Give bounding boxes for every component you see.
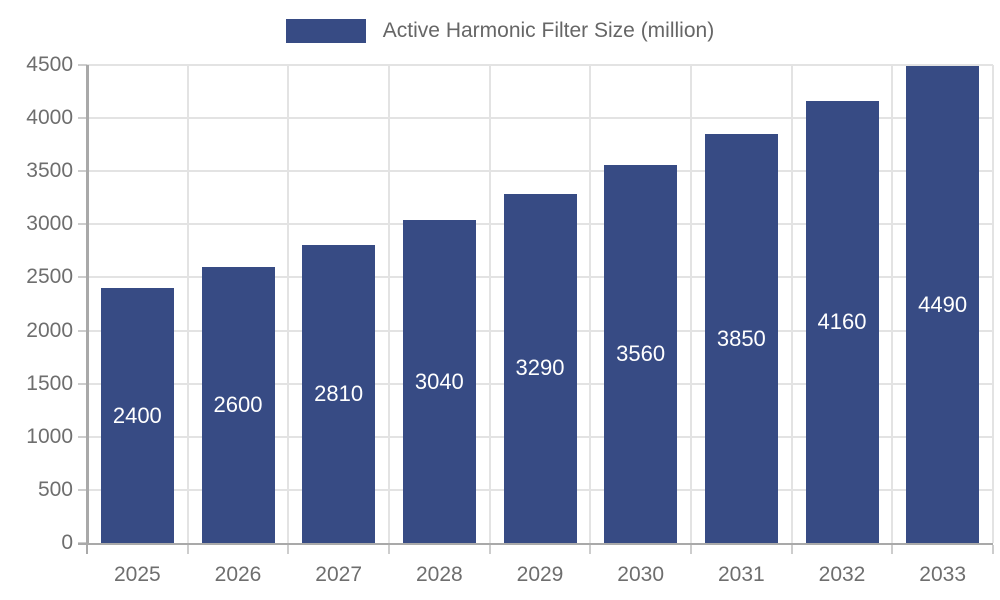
x-axis-tick (690, 545, 692, 554)
bar-value-label: 3290 (515, 355, 565, 381)
x-axis-tick (790, 545, 793, 554)
bar[interactable]: 3040 (402, 220, 476, 543)
y-axis-tick-label: 1500 (26, 371, 73, 395)
x-gridline (287, 65, 290, 543)
y-axis-tick-label: 4500 (26, 53, 73, 76)
x-axis-category-label: 2027 (315, 563, 363, 586)
bar-value-label: 3040 (414, 368, 464, 394)
y-gridline (87, 64, 993, 66)
bar[interactable]: 3560 (604, 164, 678, 543)
x-gridline (589, 65, 592, 543)
bar[interactable]: 2600 (201, 266, 275, 543)
x-axis-category-label: 2028 (415, 563, 463, 586)
bar-value-label: 2600 (213, 391, 263, 417)
y-axis-tick (78, 329, 87, 332)
x-axis-category-label: 2033 (919, 563, 967, 586)
y-gridline (87, 117, 993, 120)
x-gridline (388, 65, 390, 543)
x-axis-tick (186, 545, 189, 554)
y-gridline (87, 170, 993, 173)
y-axis-tick (78, 170, 87, 173)
y-axis-tick (78, 382, 87, 385)
x-axis-category-label: 2026 (214, 563, 262, 586)
y-axis-tick-label: 0 (61, 531, 73, 554)
x-axis-category-label: 2029 (516, 563, 564, 586)
bar[interactable]: 3850 (704, 134, 778, 543)
y-axis-tick-label: 4000 (26, 106, 73, 130)
x-gridline (488, 65, 491, 543)
y-axis-line (86, 65, 89, 545)
bar[interactable]: 2810 (302, 244, 376, 543)
y-axis-tick-label: 2500 (26, 265, 73, 289)
y-axis-tick (78, 276, 87, 279)
x-axis-tick (992, 545, 994, 554)
x-axis-tick (589, 545, 592, 554)
x-axis-category-label: 2030 (617, 563, 665, 586)
x-axis-tick (488, 545, 491, 554)
bar-value-label: 4160 (817, 309, 867, 335)
bar-value-label: 2400 (112, 402, 162, 428)
x-axis-category-label: 2025 (113, 563, 161, 586)
bar[interactable]: 3290 (503, 193, 577, 543)
x-gridline (992, 65, 994, 543)
x-axis-tick (388, 545, 390, 554)
bar-value-label: 4490 (918, 291, 968, 317)
bar-value-label: 3560 (616, 340, 666, 366)
legend-swatch (285, 19, 366, 43)
y-axis-tick-label: 500 (37, 477, 73, 501)
y-axis-tick (78, 435, 87, 438)
bar-value-label: 3850 (716, 325, 766, 351)
x-gridline (186, 65, 189, 543)
y-axis-tick (78, 488, 87, 491)
x-gridline (891, 65, 894, 543)
bar-value-label: 2810 (314, 380, 364, 406)
x-axis-tick (86, 545, 88, 554)
bar[interactable]: 4160 (805, 101, 879, 543)
legend-item[interactable]: Active Harmonic Filter Size (million) (0, 14, 1000, 48)
x-axis-category-label: 2032 (818, 563, 866, 586)
y-axis-tick-label: 3500 (26, 159, 73, 183)
x-gridline (690, 65, 692, 543)
x-axis-tick (287, 545, 290, 554)
y-axis-tick-label: 1000 (26, 424, 73, 448)
y-axis-tick-label: 3000 (26, 212, 73, 236)
y-axis-tick (78, 117, 87, 120)
y-axis-tick (78, 64, 87, 66)
y-axis-tick (78, 223, 87, 226)
x-gridline (790, 65, 793, 543)
x-axis-line (78, 543, 993, 545)
bar[interactable]: 2400 (100, 288, 174, 543)
x-axis-tick (891, 545, 894, 554)
x-axis-category-label: 2031 (717, 563, 765, 586)
bar[interactable]: 4490 (906, 66, 980, 543)
legend-label: Active Harmonic Filter Size (million) (382, 19, 715, 42)
y-axis-tick-label: 2000 (26, 318, 73, 342)
